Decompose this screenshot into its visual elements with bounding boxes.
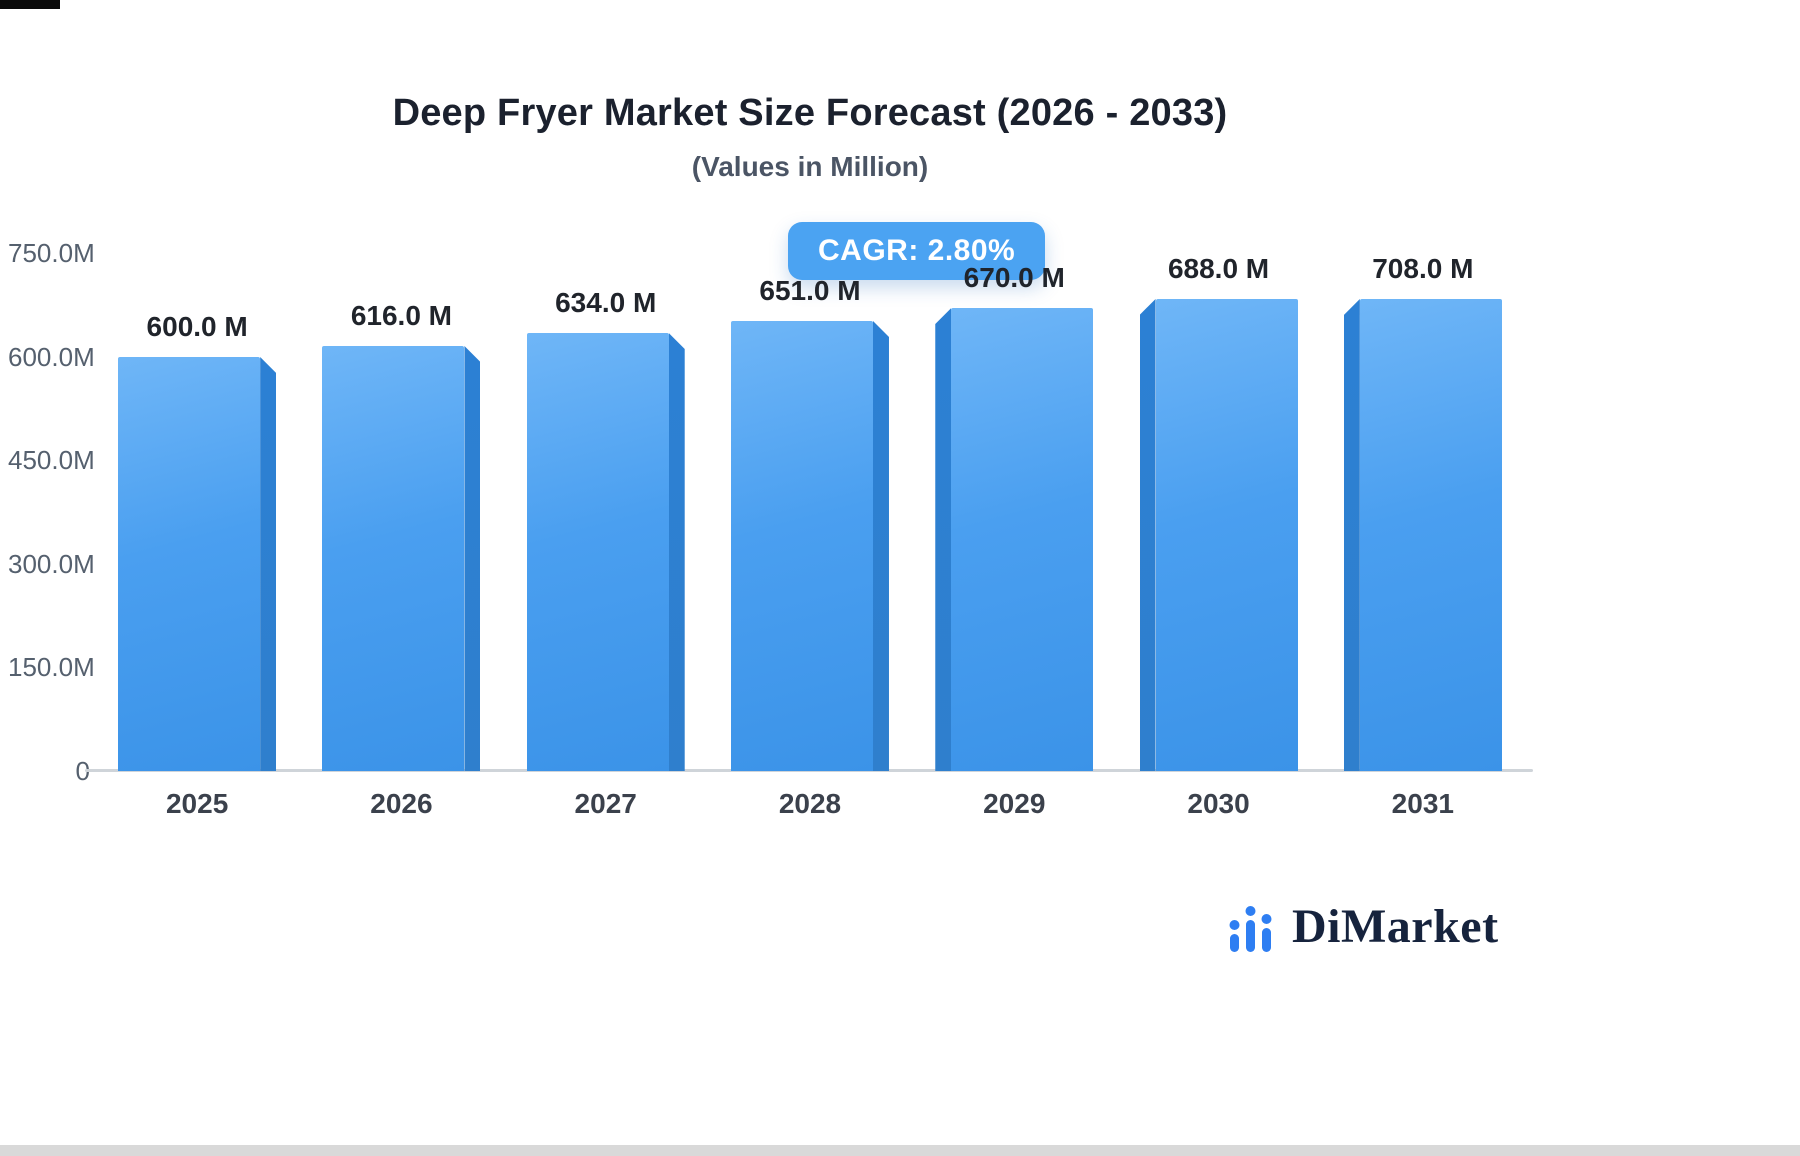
page-title: Deep Fryer Market Size Forecast (2026 - …	[392, 92, 1228, 134]
y-axis: 750.0M 600.0M 450.0M 300.0M 150.0M 0	[8, 238, 95, 786]
bar-2028	[730, 321, 889, 771]
bar-group-2026: 616.0 M	[316, 253, 486, 771]
bar-face-2025	[118, 357, 261, 771]
bar-group-2028: 651.0 M	[725, 253, 895, 771]
cagr-badge: CAGR: 2.80%	[788, 222, 1046, 280]
bar-face-2027	[526, 333, 669, 771]
x-tick-label-2028: 2028	[778, 788, 842, 819]
x-tick-label-2031: 2031	[1391, 788, 1454, 819]
plot-area: 600.0 M 616.0 M 634.0 M 651.0 M 670.0 M 688.0…	[95, 253, 1525, 771]
bar-value-label-2027: 634.0 M	[555, 287, 657, 318]
x-tick-label-2030: 2030	[1187, 788, 1250, 819]
bar-group-2025: 600.0 M	[112, 253, 282, 771]
y-tick-label-600.0M: 600.0M	[8, 342, 95, 372]
y-tick-label-750.0M: 750.0M	[8, 238, 95, 268]
bar-value-label-2031: 708.0 M	[1372, 253, 1474, 284]
x-tick-label-2029: 2029	[983, 788, 1046, 819]
bar-value-label-2030: 688.0 M	[1167, 253, 1270, 284]
bar-value-label-2025: 600.0 M	[146, 311, 248, 342]
bar-face-2030	[1155, 299, 1298, 771]
bar-side-face-2028	[872, 321, 889, 771]
bar-side-face-2027	[668, 333, 685, 771]
bar-side-face-2026	[464, 346, 481, 771]
screen-edge-artifact	[0, 0, 60, 9]
bar-value-label-2028: 651.0 M	[759, 275, 861, 306]
x-tick-label-2025: 2025	[165, 788, 229, 819]
bar-face-2026	[322, 346, 465, 771]
bar-2030	[1139, 299, 1298, 771]
bar-2026	[322, 346, 481, 771]
bar-group-2031: 708.0 M	[1338, 253, 1508, 771]
x-tick-label-2027: 2027	[574, 788, 637, 819]
x-axis-labels: 2025 2026 2027 2028 2029 2030 2031	[95, 788, 1525, 820]
title-block: Deep Fryer Market Size Forecast (2026 - …	[0, 92, 1620, 183]
x-tick-label-2026: 2026	[370, 788, 433, 819]
bar-2025	[118, 357, 277, 771]
bar-chart-logo-icon	[1229, 906, 1272, 952]
brand-logo: DiMarket	[1228, 898, 1499, 954]
bar-group-2029: 670.0 M	[929, 253, 1099, 771]
bar-side-face-2031	[1343, 299, 1360, 771]
bar-2027	[526, 333, 685, 771]
bar-side-face-2025	[260, 357, 277, 771]
y-tick-label-0: 0	[75, 756, 90, 786]
bar-value-label-2029: 670.0 M	[963, 262, 1065, 293]
bar-group-2027: 634.0 M	[521, 253, 691, 771]
bar-2029	[935, 308, 1094, 771]
bar-group-2030: 688.0 M	[1134, 253, 1304, 771]
bar-side-face-2029	[935, 308, 952, 771]
y-tick-label-150.0M: 150.0M	[8, 652, 95, 682]
y-tick-label-450.0M: 450.0M	[8, 445, 95, 475]
y-tick-label-300.0M: 300.0M	[8, 549, 95, 579]
bar-value-label-2026: 616.0 M	[350, 300, 452, 331]
bar-2031	[1343, 299, 1502, 771]
bar-face-2028	[730, 321, 873, 771]
bar-face-2031	[1359, 299, 1502, 771]
brand-wordmark: DiMarket	[1292, 899, 1499, 953]
bars-row: 600.0 M 616.0 M 634.0 M 651.0 M 670.0 M 688.0…	[95, 253, 1525, 771]
page-subtitle: (Values in Million)	[691, 151, 929, 182]
bar-face-2029	[951, 308, 1094, 771]
bottom-edge-strip	[0, 1145, 1800, 1156]
bar-side-face-2030	[1139, 299, 1156, 771]
